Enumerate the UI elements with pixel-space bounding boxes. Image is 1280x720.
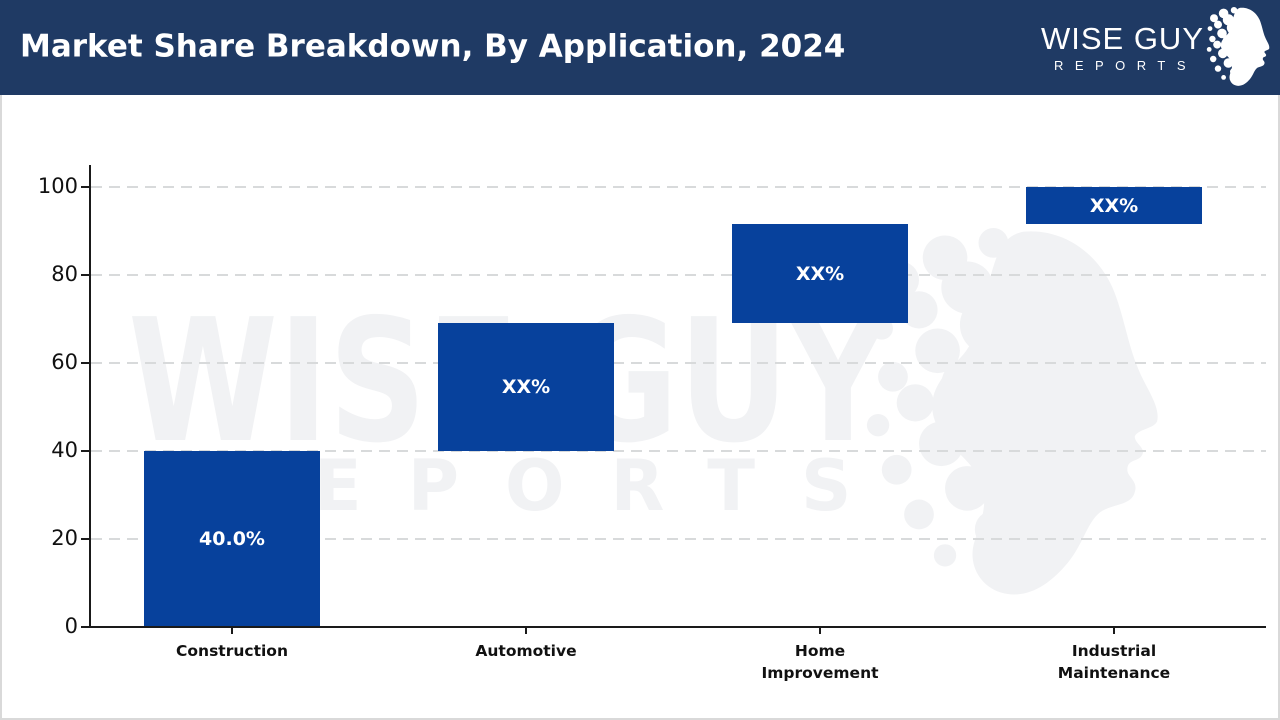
y-axis-tick-100 [81,186,89,188]
y-axis-tick-label-20: 20 [51,526,78,550]
y-axis-tick-label-80: 80 [51,262,78,286]
header-banner: Market Share Breakdown, By Application, … [0,0,1280,95]
bar-automotive: XX% [438,323,614,451]
bar-home-improvement: XX% [732,224,908,324]
gridline-20 [91,538,1266,540]
logo-wordmark: WISE GUY [1040,21,1204,56]
category-label-0: Construction [176,642,288,660]
bar-value-label: 40.0% [199,528,265,550]
gridline-60 [91,362,1266,364]
bar-value-label: XX% [795,262,845,285]
category-label-2: Home Improvement [761,642,879,682]
gridline-80 [91,274,1266,276]
logo-text: WISE GUY REPORTS [1041,21,1204,73]
gridline-100 [91,186,1266,188]
wise-guy-reports-logo: WISE GUY REPORTS [1041,7,1270,87]
y-axis-tick-label-100: 100 [37,174,78,198]
x-axis-tick-2 [819,628,821,634]
bar-industrial-maintenance: XX% [1026,187,1202,225]
chart-canvas: WISE GUY REPORTS 0 20 40 60 80 100 40.0% Constr… [0,95,1280,720]
x-axis-spine [89,626,1266,628]
x-axis-tick-3 [1113,628,1115,634]
y-axis-tick-80 [81,274,89,276]
y-axis-tick-label-40: 40 [51,438,78,462]
bar-value-label: XX% [1089,194,1139,217]
page-title: Market Share Breakdown, By Application, … [20,28,846,65]
gridline-40 [91,450,1266,452]
bar-construction: 40.0% [144,451,320,627]
y-axis-tick-40 [81,450,89,452]
dotted-face-icon [1206,7,1270,87]
watermark-subtitle: REPORTS [214,445,898,527]
y-axis-tick-label-60: 60 [51,350,78,374]
bar-value-label: XX% [501,376,551,399]
y-axis-tick-60 [81,362,89,364]
x-axis-tick-1 [525,628,527,634]
x-axis-tick-0 [231,628,233,634]
y-axis-tick-label-0: 0 [64,614,78,638]
y-axis-tick-20 [81,538,89,540]
y-axis-tick-0 [81,626,89,628]
category-label-1: Automotive [475,642,577,660]
y-axis-spine [89,165,91,628]
category-label-3: Industrial Maintenance [1057,642,1171,682]
logo-subtitle: REPORTS [1053,58,1198,73]
